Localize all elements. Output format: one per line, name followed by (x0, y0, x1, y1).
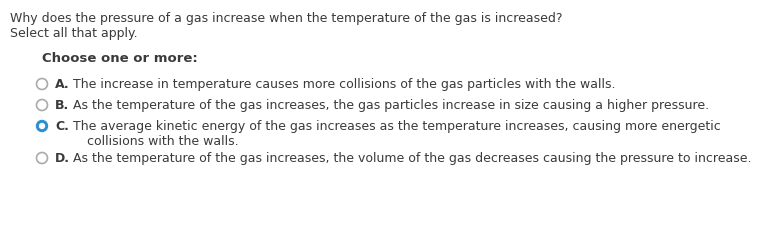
Circle shape (37, 121, 48, 131)
Circle shape (37, 100, 48, 110)
Text: B.: B. (55, 99, 69, 112)
Text: Choose one or more:: Choose one or more: (42, 52, 198, 65)
Text: A.: A. (55, 78, 69, 91)
Text: collisions with the walls.: collisions with the walls. (87, 135, 239, 148)
Text: The average kinetic energy of the gas increases as the temperature increases, ca: The average kinetic energy of the gas in… (73, 120, 721, 133)
Text: Select all that apply.: Select all that apply. (10, 27, 137, 40)
Circle shape (40, 124, 44, 128)
Text: C.: C. (55, 120, 69, 133)
Circle shape (37, 79, 48, 89)
Circle shape (37, 152, 48, 164)
Text: Why does the pressure of a gas increase when the temperature of the gas is incre: Why does the pressure of a gas increase … (10, 12, 562, 25)
Text: As the temperature of the gas increases, the gas particles increase in size caus: As the temperature of the gas increases,… (73, 99, 709, 112)
Text: As the temperature of the gas increases, the volume of the gas decreases causing: As the temperature of the gas increases,… (73, 152, 751, 165)
Text: D.: D. (55, 152, 70, 165)
Text: The increase in temperature causes more collisions of the gas particles with the: The increase in temperature causes more … (73, 78, 615, 91)
